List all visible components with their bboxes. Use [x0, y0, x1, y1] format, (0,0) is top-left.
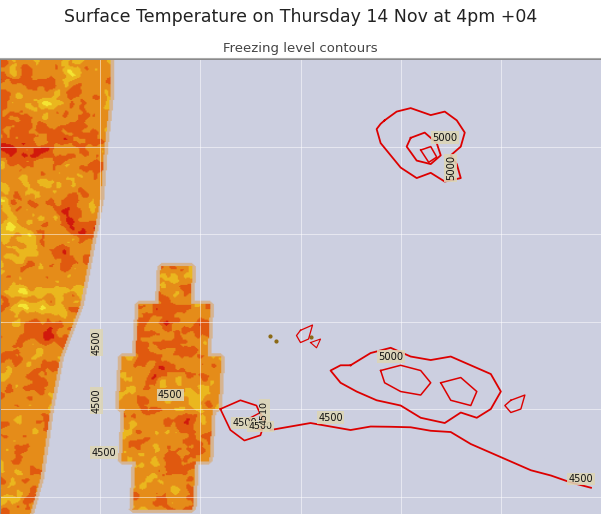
Text: 4500: 4500: [92, 448, 117, 458]
Text: 4500: 4500: [91, 330, 101, 355]
Text: 4500: 4500: [569, 474, 593, 484]
Text: 4500: 4500: [232, 418, 257, 428]
Text: 5000: 5000: [446, 155, 456, 180]
Text: Surface Temperature on Thursday 14 Nov at 4pm +04: Surface Temperature on Thursday 14 Nov a…: [64, 8, 537, 26]
Text: 4500: 4500: [319, 413, 343, 423]
Text: 4500: 4500: [91, 388, 101, 413]
Text: 4500: 4500: [158, 390, 183, 400]
Text: 5000: 5000: [378, 352, 403, 361]
Text: 4500: 4500: [248, 422, 272, 431]
Text: 5000: 5000: [432, 133, 457, 143]
Text: 4510: 4510: [260, 400, 269, 425]
Text: Freezing level contours: Freezing level contours: [223, 42, 378, 55]
